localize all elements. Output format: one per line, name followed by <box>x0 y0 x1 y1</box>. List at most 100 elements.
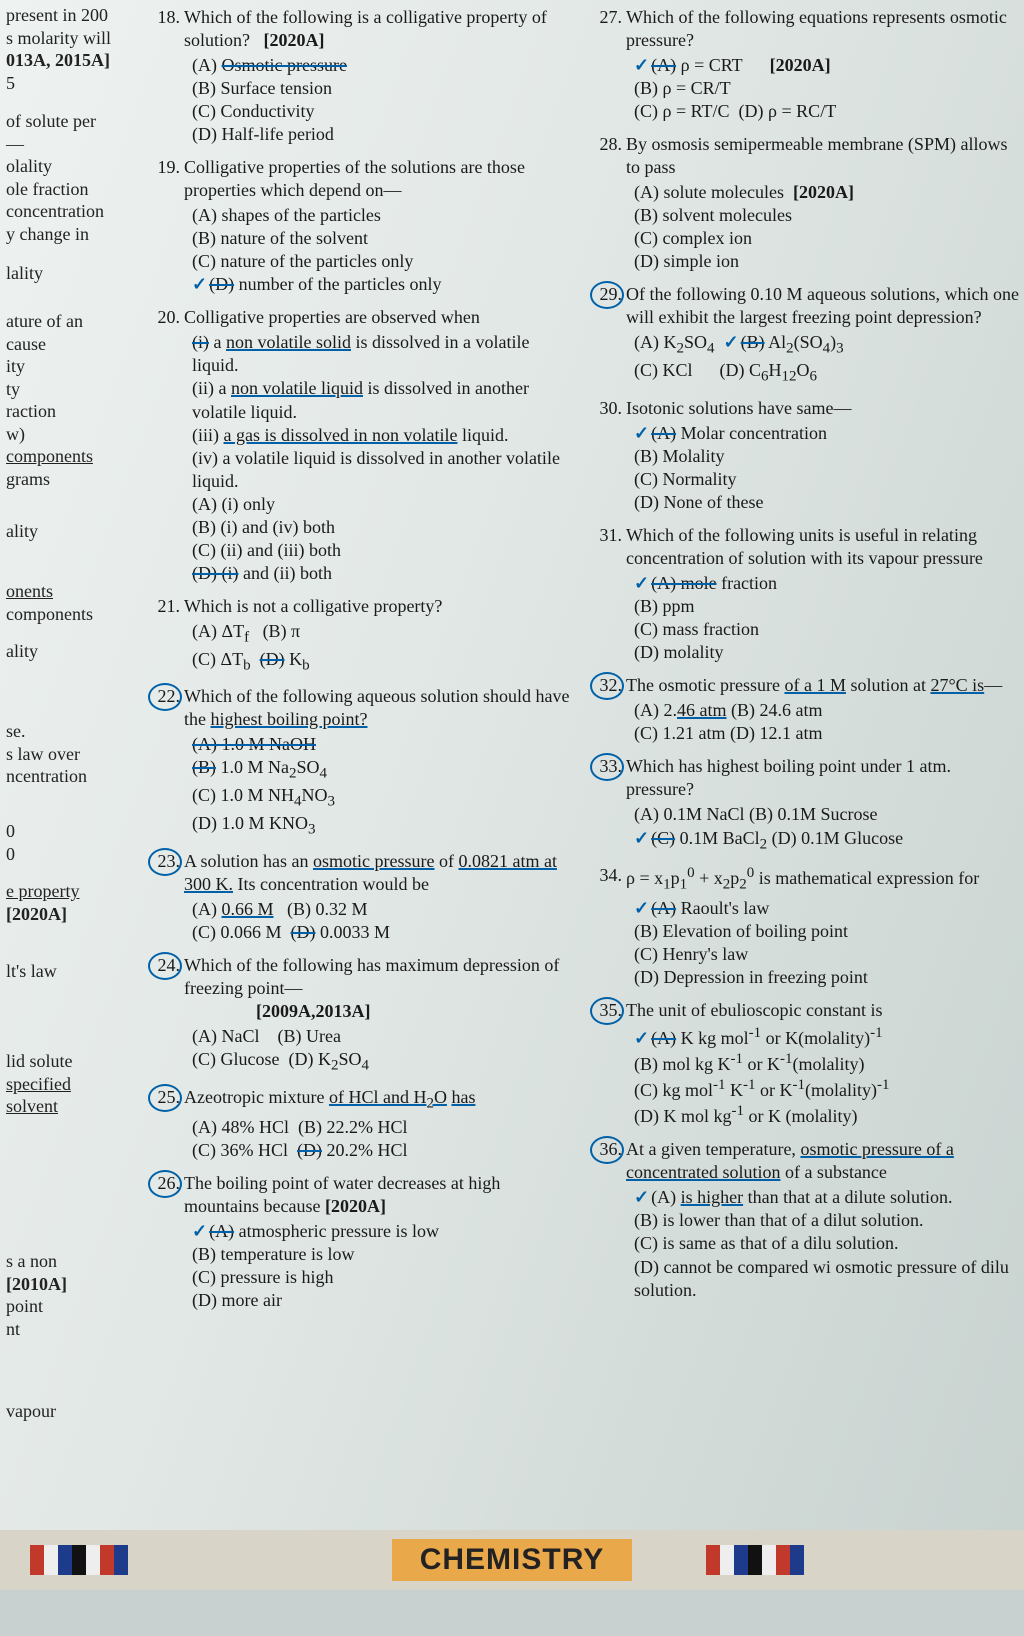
option: (C) 0.1M BaCl2 (D) 0.1M Glucose <box>626 827 1020 855</box>
footer-color-bar-left <box>30 1545 128 1575</box>
question-stem: By osmosis semipermeable membrane (SPM) … <box>626 133 1020 179</box>
question-options: (i) a non volatile solid is dissolved in… <box>184 331 578 584</box>
question: 20.Colligative properties are observed w… <box>150 306 578 584</box>
option: (B) (i) and (iv) both <box>184 516 578 539</box>
question-stem: Which is not a colligative property? <box>184 595 578 618</box>
option: (A) mole fraction <box>626 572 1020 595</box>
question-options: (A) solute molecules [2020A](B) solvent … <box>626 181 1020 273</box>
question: 33.Which has highest boiling point under… <box>592 755 1020 854</box>
option: (A) (i) only <box>184 493 578 516</box>
question: 22.Which of the following aqueous soluti… <box>150 685 578 839</box>
question-number: 21. <box>150 595 180 618</box>
option: (A) K2SO4 (B) Al2(SO4)3 <box>626 331 1020 359</box>
question: 21.Which is not a colligative property?(… <box>150 595 578 676</box>
question-columns: 18.Which of the following is a colligati… <box>150 0 1020 1560</box>
question-options: (A) Molar concentration(B) Molality(C) N… <box>626 422 1020 514</box>
question-stem: Azeotropic mixture of HCl and H2O has <box>184 1086 578 1114</box>
option: (C) kg mol-1 K-1 or K-1(molality)-1 <box>626 1076 1020 1102</box>
question-stem: Which of the following is a colligative … <box>184 6 578 52</box>
question-number: 36. <box>592 1138 622 1161</box>
question-stem: The osmotic pressure of a 1 M solution a… <box>626 674 1020 697</box>
question-number: 22. <box>150 685 180 708</box>
option: (ii) a non volatile liquid is dissolved … <box>184 377 578 423</box>
question-number: 19. <box>150 156 180 179</box>
question-options: (A) 0.1M NaCl (B) 0.1M Sucrose(C) 0.1M B… <box>626 803 1020 854</box>
left-column: 18.Which of the following is a colligati… <box>150 6 578 1560</box>
option: (C) Glucose (D) K2SO4 <box>184 1048 578 1076</box>
option: (B) Surface tension <box>184 77 578 100</box>
option: (C) ΔTb (D) Kb <box>184 648 578 676</box>
question: 24.Which of the following has maximum de… <box>150 954 578 1076</box>
option: (B) Molality <box>626 445 1020 468</box>
option: (A) ΔTf (B) π <box>184 620 578 648</box>
question-number: 33. <box>592 755 622 778</box>
option: (B) ppm <box>626 595 1020 618</box>
option: (A) NaCl (B) Urea <box>184 1025 578 1048</box>
question-options: (A) NaCl (B) Urea(C) Glucose (D) K2SO4 <box>184 1025 578 1076</box>
question-stem: At a given temperature, osmotic pressure… <box>626 1138 1020 1184</box>
question-stem: ρ = x1p10 + x2p20 is mathematical expres… <box>626 864 1020 895</box>
question-number: 26. <box>150 1172 180 1195</box>
margin-fragment: present in 200s molarity will013A, 2015A… <box>0 4 140 94</box>
option: (C) nature of the particles only <box>184 250 578 273</box>
option: (C) ρ = RT/C (D) ρ = RC/T <box>626 100 1020 123</box>
question-number: 32. <box>592 674 622 697</box>
question-options: (A) 0.66 M (B) 0.32 M(C) 0.066 M (D) 0.0… <box>184 898 578 944</box>
option: (D) None of these <box>626 491 1020 514</box>
question-stem: Colligative properties are observed when <box>184 306 578 329</box>
footer-strip: CHEMISTRY <box>0 1530 1024 1590</box>
option: (B) is lower than that of a dilut soluti… <box>626 1209 1020 1232</box>
option: (C) pressure is high <box>184 1266 578 1289</box>
question: 32.The osmotic pressure of a 1 M solutio… <box>592 674 1020 745</box>
margin-fragment: se.s law overncentration <box>0 720 140 788</box>
margin-fragment: lt's law <box>0 960 140 983</box>
question-options: (A) ΔTf (B) π(C) ΔTb (D) Kb <box>184 620 578 676</box>
question-number: 35. <box>592 999 622 1022</box>
question-options: (A) 1.0 M NaOH(B) 1.0 M Na2SO4(C) 1.0 M … <box>184 733 578 839</box>
option: (A) K kg mol-1 or K(molality)-1 <box>626 1024 1020 1050</box>
footer-color-bar-right <box>706 1545 804 1575</box>
option: (B) solvent molecules <box>626 204 1020 227</box>
question-number: 30. <box>592 397 622 420</box>
option: (C) 36% HCl (D) 20.2% HCl <box>184 1139 578 1162</box>
question-options: (A) ρ = CRT [2020A](B) ρ = CR/T(C) ρ = R… <box>626 54 1020 123</box>
question-number: 29. <box>592 283 622 306</box>
option: (D) molality <box>626 641 1020 664</box>
question: 23.A solution has an osmotic pressure of… <box>150 850 578 944</box>
question-number: 34. <box>592 864 622 887</box>
option: (C) KCl (D) C6H12O6 <box>626 359 1020 387</box>
question-options: (A) 48% HCl (B) 22.2% HCl(C) 36% HCl (D)… <box>184 1116 578 1162</box>
margin-fragment: s a non[2010A]pointnt <box>0 1250 140 1340</box>
option: (A) 1.0 M NaOH <box>184 733 578 756</box>
worksheet-page: present in 200s molarity will013A, 2015A… <box>0 0 1024 1590</box>
question-stem: Which of the following units is useful i… <box>626 524 1020 570</box>
option: (A) 48% HCl (B) 22.2% HCl <box>184 1116 578 1139</box>
question-stem: A solution has an osmotic pressure of 0.… <box>184 850 578 896</box>
option: (A) is higher than that at a dilute solu… <box>626 1186 1020 1209</box>
question-stem: Which of the following equations represe… <box>626 6 1020 52</box>
option: (D) more air <box>184 1289 578 1312</box>
option: (D) 1.0 M KNO3 <box>184 812 578 840</box>
question: 29.Of the following 0.10 M aqueous solut… <box>592 283 1020 387</box>
margin-fragment: ality <box>0 520 140 543</box>
question-number: 25. <box>150 1086 180 1109</box>
question-options: (A) K2SO4 (B) Al2(SO4)3(C) KCl (D) C6H12… <box>626 331 1020 387</box>
question: 31.Which of the following units is usefu… <box>592 524 1020 664</box>
option: (C) Normality <box>626 468 1020 491</box>
question-options: (A) Raoult's law(B) Elevation of boiling… <box>626 897 1020 989</box>
question-number: 24. <box>150 954 180 977</box>
margin-fragment: lality <box>0 262 140 285</box>
question-number: 28. <box>592 133 622 156</box>
margin-fragment: of solute per—olalityole fractionconcent… <box>0 110 140 245</box>
question-options: (A) Osmotic pressure(B) Surface tension(… <box>184 54 578 146</box>
right-column: 27.Which of the following equations repr… <box>592 6 1020 1560</box>
option: (C) Conductivity <box>184 100 578 123</box>
margin-fragment: vapour <box>0 1400 140 1423</box>
option: (A) shapes of the particles <box>184 204 578 227</box>
option: (A) solute molecules [2020A] <box>626 181 1020 204</box>
option: (C) is same as that of a dilu solution. <box>626 1232 1020 1255</box>
question-options: (A) 2.46 atm (B) 24.6 atm(C) 1.21 atm (D… <box>626 699 1020 745</box>
question-options: (A) shapes of the particles(B) nature of… <box>184 204 578 296</box>
option: (C) 1.0 M NH4NO3 <box>184 784 578 812</box>
option: (iii) a gas is dissolved in non volatile… <box>184 424 578 447</box>
